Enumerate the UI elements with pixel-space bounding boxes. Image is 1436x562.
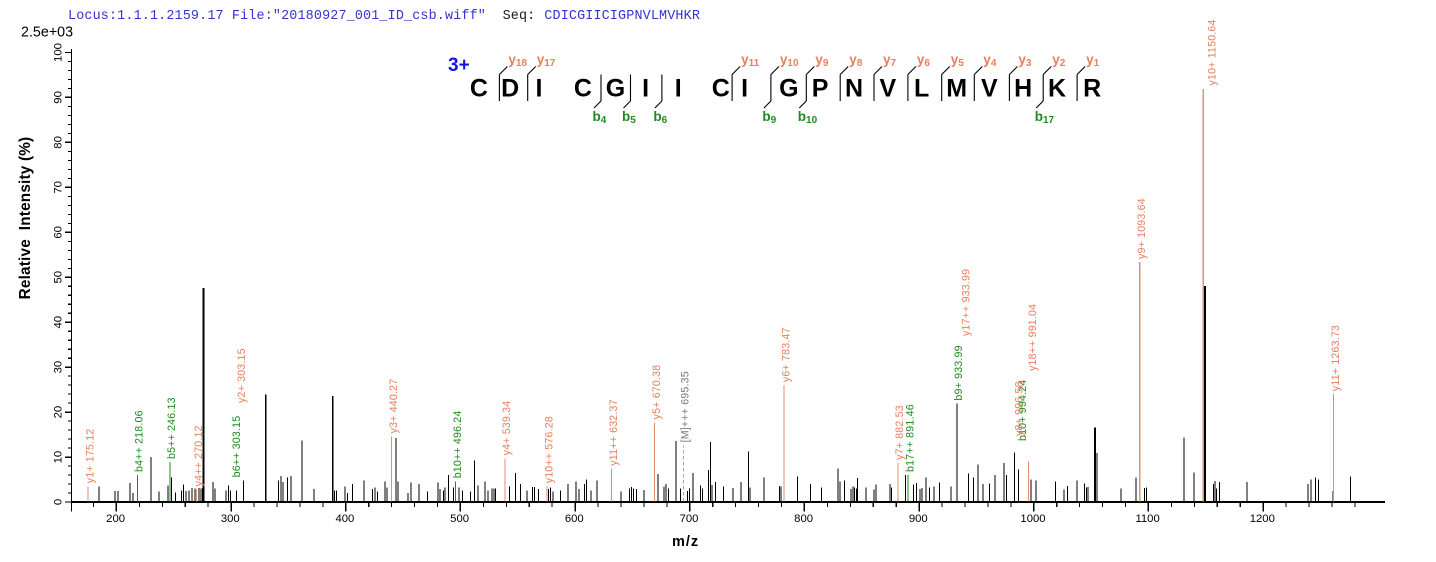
svg-text:y9+ 1093.64: y9+ 1093.64 bbox=[1136, 198, 1148, 259]
svg-text:200: 200 bbox=[106, 513, 125, 525]
svg-text:Locus:1.1.1.2159.17 File:"2018: Locus:1.1.1.2159.17 File:"20180927_001_I… bbox=[68, 9, 486, 24]
svg-text:10: 10 bbox=[53, 451, 65, 464]
svg-text:70: 70 bbox=[53, 181, 65, 194]
svg-text:y4+ 539.34: y4+ 539.34 bbox=[501, 401, 513, 456]
svg-text:100: 100 bbox=[53, 43, 65, 62]
svg-text:C: C bbox=[470, 75, 488, 103]
svg-text:b17++ 891.46: b17++ 891.46 bbox=[904, 404, 916, 472]
svg-text:L: L bbox=[914, 75, 929, 103]
svg-text:y18++ 991.04: y18++ 991.04 bbox=[1027, 304, 1039, 371]
svg-text:V: V bbox=[981, 75, 998, 103]
svg-text:I: I bbox=[741, 75, 748, 103]
svg-text:y10++ 576.28: y10++ 576.28 bbox=[544, 416, 556, 483]
svg-text:Relative Intensity (%): Relative Intensity (%) bbox=[17, 137, 34, 300]
svg-text:400: 400 bbox=[335, 513, 354, 525]
svg-text:700: 700 bbox=[680, 513, 699, 525]
svg-text:M: M bbox=[946, 75, 967, 103]
svg-text:y11+ 1263.73: y11+ 1263.73 bbox=[1330, 325, 1342, 391]
svg-text:y7+ 882.53: y7+ 882.53 bbox=[894, 405, 906, 460]
svg-text:y6+ 783.47: y6+ 783.47 bbox=[780, 327, 792, 382]
svg-text:y17++ 933.99: y17++ 933.99 bbox=[961, 269, 973, 336]
svg-text:y11++ 632.37: y11++ 632.37 bbox=[608, 399, 620, 465]
svg-text:y8+ 996.58: y8+ 996.58 bbox=[1013, 381, 1025, 436]
svg-text:CDICGIICIGPNVLMVHKR: CDICGIICIGPNVLMVHKR bbox=[544, 9, 700, 24]
svg-text:V: V bbox=[879, 75, 896, 103]
svg-text:[M]+++ 695.35: [M]+++ 695.35 bbox=[680, 371, 692, 442]
svg-text:40: 40 bbox=[53, 316, 65, 329]
svg-text:b10+ 994.24: b10+ 994.24 bbox=[1017, 380, 1029, 441]
svg-text:I: I bbox=[675, 75, 682, 103]
svg-text:90: 90 bbox=[53, 91, 65, 104]
svg-text:1100: 1100 bbox=[1135, 513, 1159, 525]
svg-text:50: 50 bbox=[53, 271, 65, 284]
svg-text:N: N bbox=[845, 75, 863, 103]
svg-text:500: 500 bbox=[450, 513, 469, 525]
svg-text:R: R bbox=[1083, 75, 1101, 103]
svg-text:800: 800 bbox=[794, 513, 813, 525]
svg-text:b6++ 303.15: b6++ 303.15 bbox=[231, 416, 243, 478]
svg-text:300: 300 bbox=[221, 513, 240, 525]
svg-text:b9+ 933.99: b9+ 933.99 bbox=[953, 345, 965, 400]
svg-text:0: 0 bbox=[53, 499, 65, 505]
svg-text:G: G bbox=[606, 75, 625, 103]
svg-text:30: 30 bbox=[53, 361, 65, 374]
svg-text:Seq:: Seq: bbox=[503, 9, 536, 24]
svg-text:C: C bbox=[712, 75, 730, 103]
svg-text:600: 600 bbox=[565, 513, 584, 525]
svg-text:G: G bbox=[779, 75, 798, 103]
svg-text:y1+ 175.12: y1+ 175.12 bbox=[84, 429, 96, 484]
svg-text:2.5e+03: 2.5e+03 bbox=[21, 25, 73, 41]
svg-text:P: P bbox=[812, 75, 829, 103]
svg-text:900: 900 bbox=[909, 513, 928, 525]
svg-text:I: I bbox=[642, 75, 649, 103]
svg-text:y3+ 440.27: y3+ 440.27 bbox=[388, 379, 400, 434]
svg-text:3+: 3+ bbox=[448, 55, 470, 76]
svg-text:60: 60 bbox=[53, 226, 65, 239]
svg-text:K: K bbox=[1048, 75, 1066, 103]
svg-text:y5+ 670.38: y5+ 670.38 bbox=[651, 365, 663, 420]
svg-text:H: H bbox=[1014, 75, 1032, 103]
svg-text:m/z: m/z bbox=[672, 534, 699, 550]
svg-text:1200: 1200 bbox=[1250, 513, 1275, 525]
svg-text:20: 20 bbox=[53, 406, 65, 419]
svg-text:b4++ 218.06: b4++ 218.06 bbox=[134, 410, 146, 472]
svg-text:b10++ 496.24: b10++ 496.24 bbox=[452, 411, 464, 479]
svg-text:b5++ 246.13: b5++ 246.13 bbox=[166, 397, 178, 459]
svg-text:y10+ 1150.64: y10+ 1150.64 bbox=[1207, 19, 1219, 85]
svg-text:C: C bbox=[574, 75, 592, 103]
svg-text:D: D bbox=[501, 75, 519, 103]
svg-text:y4++ 270.12: y4++ 270.12 bbox=[193, 425, 205, 486]
svg-text:y2+ 303.15: y2+ 303.15 bbox=[236, 348, 248, 403]
svg-text:1000: 1000 bbox=[1020, 513, 1045, 525]
svg-text:80: 80 bbox=[53, 136, 65, 149]
svg-text:I: I bbox=[536, 75, 543, 103]
